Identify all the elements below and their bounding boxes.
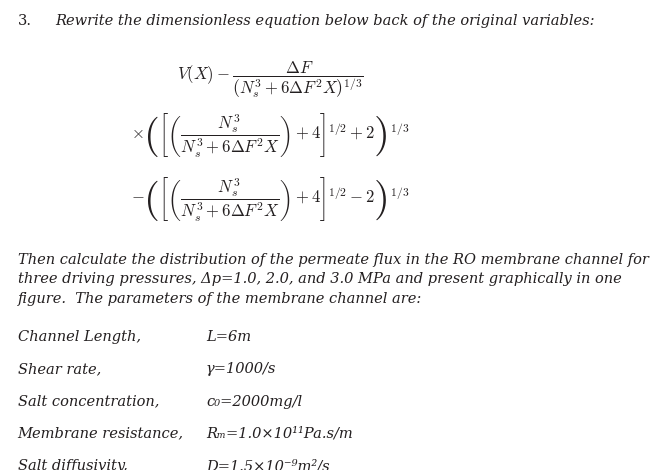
Text: $V(X) - \dfrac{\Delta F}{\left(N_s^3 + 6\Delta F^2 X\right)^{1/3}}$: $V(X) - \dfrac{\Delta F}{\left(N_s^3 + 6… bbox=[177, 59, 364, 100]
Text: L=6m: L=6m bbox=[206, 330, 251, 344]
Text: Salt diffusivity,: Salt diffusivity, bbox=[17, 459, 127, 470]
Text: c₀=2000mg/l: c₀=2000mg/l bbox=[206, 394, 302, 408]
Text: γ=1000/s: γ=1000/s bbox=[206, 362, 276, 376]
Text: Rewrite the dimensionless equation below back of the original variables:: Rewrite the dimensionless equation below… bbox=[56, 14, 595, 28]
Text: Then calculate the distribution of the permeate flux in the RO membrane channel : Then calculate the distribution of the p… bbox=[17, 253, 648, 306]
Text: 3.: 3. bbox=[17, 14, 31, 28]
Text: $-\left\{\left[\left(\dfrac{N_s^3}{N_s^3 + 6\Delta F^2 X}\right)+4\right]^{1/2}-: $-\left\{\left[\left(\dfrac{N_s^3}{N_s^3… bbox=[131, 175, 409, 223]
Text: Rₘ=1.0×10¹¹Pa.s/m: Rₘ=1.0×10¹¹Pa.s/m bbox=[206, 427, 353, 441]
Text: Shear rate,: Shear rate, bbox=[17, 362, 101, 376]
Text: Channel Length,: Channel Length, bbox=[17, 330, 140, 344]
Text: D=1.5×10⁻⁹m²/s: D=1.5×10⁻⁹m²/s bbox=[206, 459, 330, 470]
Text: $\times\left\{\left[\left(\dfrac{N_s^3}{N_s^3 + 6\Delta F^2 X}\right)+4\right]^{: $\times\left\{\left[\left(\dfrac{N_s^3}{… bbox=[131, 111, 409, 159]
Text: Membrane resistance,: Membrane resistance, bbox=[17, 427, 183, 441]
Text: Salt concentration,: Salt concentration, bbox=[17, 394, 159, 408]
